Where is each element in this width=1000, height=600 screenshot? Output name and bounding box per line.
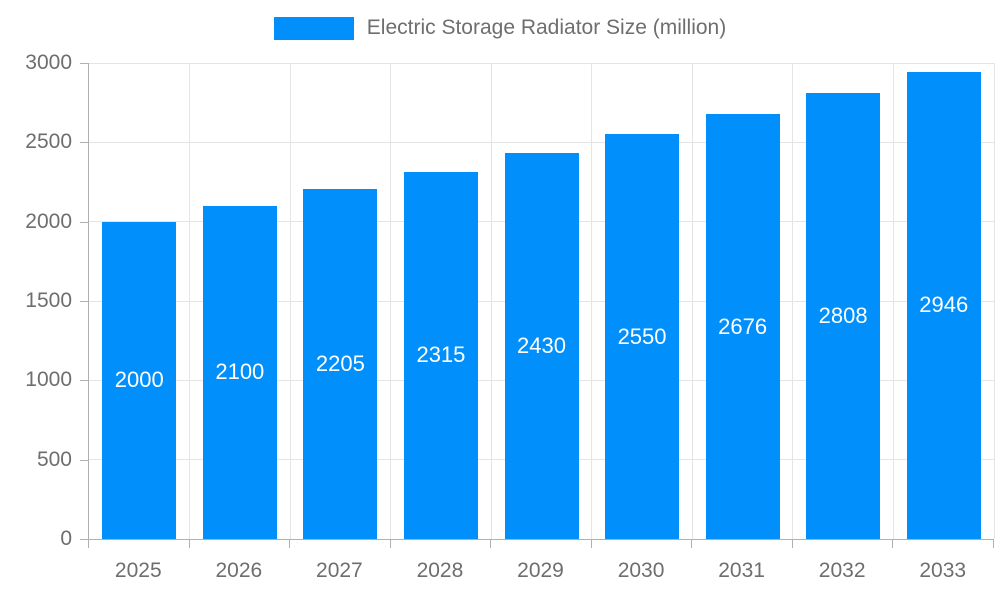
x-axis-label: 2027 [316,559,363,582]
x-axis-label: 2031 [718,559,765,582]
y-axis-tick [80,63,88,64]
x-axis-tick [188,540,190,548]
bar-value-label: 2100 [215,359,265,385]
x-gridline [892,63,894,539]
x-axis-label: 2032 [818,559,866,582]
x-gridline [993,63,995,539]
x-axis-tick [993,540,994,548]
y-axis-tick [80,221,88,223]
x-gridline [189,63,191,539]
x-axis-tick [289,540,291,548]
x-axis-label: 2028 [416,559,464,582]
x-axis-tick [88,540,89,548]
x-axis-tick [490,540,492,548]
x-gridline [591,63,593,539]
y-axis-label: 3000 [25,51,72,74]
legend-swatch [273,16,354,40]
x-axis-label: 2030 [617,559,665,582]
y-axis-label: 2000 [25,209,72,233]
y-axis-label: 2500 [25,130,72,154]
bar-2033[interactable] [906,71,981,539]
legend-item[interactable]: Electric Storage Radiator Size (million) [0,16,1000,40]
bar-value-label: 2946 [919,292,969,318]
y-axis-tick [80,142,88,144]
y-axis-label: 1000 [25,368,72,392]
x-gridline [691,63,693,539]
bar-2030[interactable] [605,134,680,539]
x-axis-tick [590,540,592,548]
y-axis-label: 1500 [25,289,72,312]
x-gridline [289,63,291,539]
bar-value-label: 2000 [114,367,164,393]
bar-2026[interactable] [202,205,277,539]
bar-value-label: 2808 [818,303,868,329]
x-axis-label: 2029 [517,559,564,582]
x-axis-tick [691,540,693,548]
y-axis-tick [80,459,88,461]
bar-value-label: 2315 [416,342,466,368]
x-axis-tick [892,540,894,548]
y-gridline [89,62,994,64]
x-axis-label: 2026 [215,559,263,582]
legend-label: Electric Storage Radiator Size (million) [366,16,727,39]
x-axis-label: 2025 [114,559,162,582]
y-axis-tick [80,380,88,382]
bar-value-label: 2676 [718,313,768,339]
bar-value-label: 2430 [517,333,566,359]
bar-value-label: 2550 [617,323,667,349]
plot-area: 2000 2100 2205 2315 2430 2550 2676 2808 2946 [88,62,995,540]
y-gridline [89,141,994,143]
x-gridline [490,63,492,539]
bar-value-label: 2205 [315,351,365,377]
x-gridline [390,63,392,539]
bar-2032[interactable] [806,93,881,539]
bar-2027[interactable] [303,189,378,539]
y-axis-tick [80,301,88,302]
bar-2025[interactable] [102,221,177,539]
x-axis-label: 2033 [919,559,967,582]
bar-2031[interactable] [705,114,780,539]
bar-2029[interactable] [504,153,579,539]
bar-2028[interactable] [403,171,478,539]
y-axis-tick [80,539,88,540]
x-axis-tick [389,540,391,548]
x-axis-tick [791,540,793,548]
y-axis-label: 0 [60,527,72,550]
y-axis-label: 500 [36,447,72,471]
x-gridline [792,63,794,539]
